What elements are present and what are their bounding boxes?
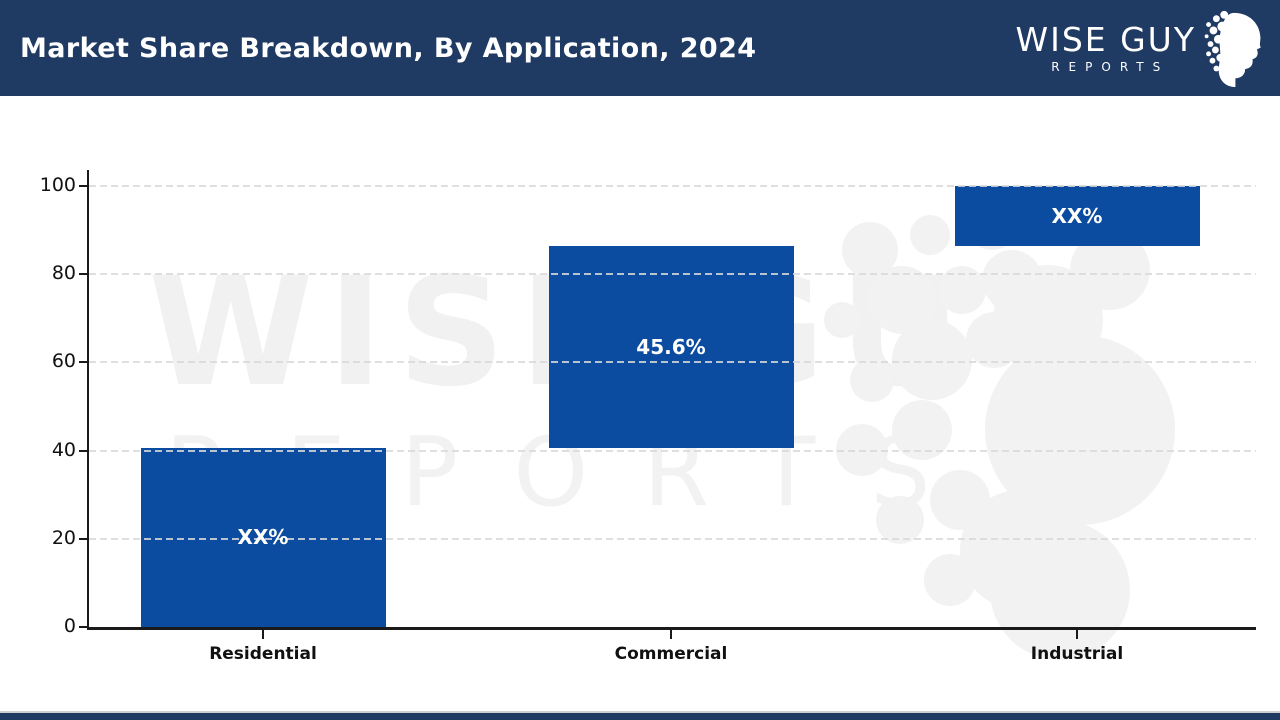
watermark-dot xyxy=(990,520,1130,660)
bar-commercial xyxy=(548,246,794,448)
y-axis-line xyxy=(87,170,89,629)
y-tick-label: 20 xyxy=(51,526,76,549)
bar-value-label: XX% xyxy=(1051,204,1103,229)
bar-value-label: 45.6% xyxy=(636,334,706,359)
category-label-commercial: Commercial xyxy=(614,644,728,664)
watermark-dot xyxy=(892,320,972,400)
watermark-dot xyxy=(850,358,894,402)
watermark-dot xyxy=(876,496,924,544)
y-tick-0 xyxy=(79,626,87,628)
gridline-80 xyxy=(89,273,1256,276)
header-bar: Market Share Breakdown, By Application, … xyxy=(0,0,1280,96)
footer-bar xyxy=(0,711,1280,720)
logo-subtext: REPORTS xyxy=(1051,60,1170,74)
y-tick-label: 80 xyxy=(51,262,76,285)
x-tick-commercial xyxy=(670,630,672,639)
y-tick-label: 40 xyxy=(51,438,76,461)
gridline-40 xyxy=(89,449,1256,452)
watermark-dot xyxy=(924,554,976,606)
y-tick-80 xyxy=(79,273,87,276)
bar-industrial xyxy=(954,186,1200,247)
y-tick-100 xyxy=(79,185,87,187)
category-label-industrial: Industrial xyxy=(1030,644,1124,664)
gridline-60 xyxy=(89,361,1256,364)
y-tick-label: 100 xyxy=(39,174,76,196)
watermark-dot xyxy=(910,215,950,255)
bar-value-label: XX% xyxy=(237,525,289,550)
y-tick-20 xyxy=(79,537,87,540)
x-tick-industrial xyxy=(1076,630,1078,639)
gridline-20 xyxy=(89,537,1256,540)
x-axis-line xyxy=(87,627,1256,630)
page-title: Market Share Breakdown, By Application, … xyxy=(20,32,757,64)
gridline-100 xyxy=(89,185,1256,187)
wiseguy-logo-text: WISE GUY REPORTS xyxy=(1015,23,1196,73)
wiseguy-head-icon xyxy=(1204,10,1261,88)
category-label-residential: Residential xyxy=(209,644,317,664)
y-tick-label: 0 xyxy=(63,615,76,637)
chart-area: WISE GUY REPORTS 020406080100XX%Resident… xyxy=(0,96,1280,720)
y-tick-40 xyxy=(79,449,87,452)
y-tick-label: 60 xyxy=(51,350,76,373)
wiseguy-logo: WISE GUY REPORTS xyxy=(1015,7,1280,89)
logo-wordmark: WISE GUY xyxy=(1015,20,1196,59)
watermark-dot xyxy=(824,302,860,338)
x-tick-residential xyxy=(262,630,264,639)
bar-residential xyxy=(140,447,386,627)
y-tick-60 xyxy=(79,361,87,364)
